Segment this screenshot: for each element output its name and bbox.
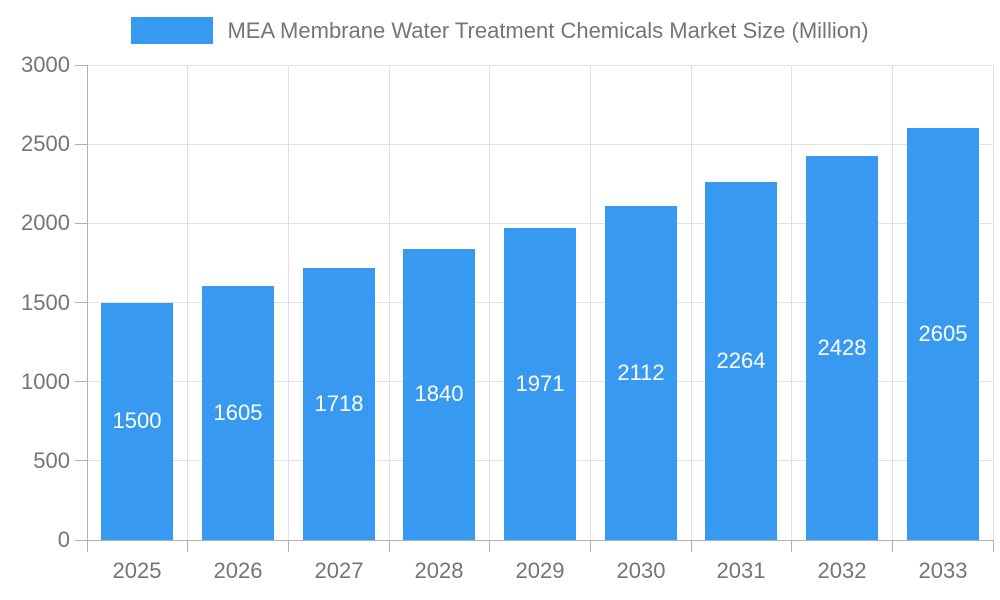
x-tick-label: 2025: [112, 558, 162, 583]
bar-value-label: 2605: [918, 321, 968, 346]
y-tick-label: 0: [57, 527, 70, 552]
x-tick: [86, 540, 88, 552]
bar-value-label: 2112: [617, 360, 665, 385]
bar[interactable]: [101, 302, 173, 540]
x-tick-label: 2026: [213, 558, 263, 583]
bar-value-label: 1971: [515, 371, 565, 396]
y-gridline: [87, 222, 993, 224]
y-tick-label: 1000: [21, 368, 70, 394]
x-gridline: [287, 65, 289, 540]
y-tick: [75, 222, 87, 224]
bar[interactable]: [202, 285, 274, 540]
bar[interactable]: [303, 267, 375, 540]
x-tick: [992, 540, 994, 552]
y-tick: [75, 64, 87, 66]
x-gridline: [690, 65, 692, 540]
bar[interactable]: [705, 181, 777, 540]
y-axis-line: [86, 65, 88, 540]
bar[interactable]: [907, 127, 979, 540]
y-gridline: [87, 143, 993, 145]
x-gridline: [791, 65, 793, 540]
x-tick: [891, 540, 893, 552]
y-gridline: [87, 64, 993, 66]
x-tick: [489, 540, 491, 552]
x-tick-label: 2031: [716, 558, 766, 583]
x-tick: [287, 540, 289, 552]
bar[interactable]: [403, 248, 475, 540]
x-gridline: [489, 65, 491, 540]
legend-swatch: [131, 17, 214, 44]
x-gridline: [388, 65, 390, 540]
y-tick: [75, 460, 87, 462]
x-tick: [791, 540, 793, 552]
bar-value-label: 1605: [213, 400, 263, 425]
bar[interactable]: [605, 205, 677, 540]
x-tick: [690, 540, 692, 552]
bar[interactable]: [504, 227, 576, 540]
y-tick-label: 3000: [21, 52, 70, 77]
x-tick-label: 2028: [414, 558, 464, 583]
x-tick-label: 2032: [817, 558, 867, 583]
x-gridline: [891, 65, 893, 540]
y-tick-label: 2000: [21, 210, 70, 236]
x-tick-label: 2029: [515, 558, 565, 583]
x-tick-label: 2030: [616, 558, 666, 583]
bar-value-label: 1718: [314, 391, 364, 416]
y-tick-label: 500: [33, 447, 70, 473]
y-tick-label: 2500: [21, 131, 70, 157]
y-tick: [75, 381, 87, 383]
y-tick: [75, 302, 87, 303]
x-tick-label: 2027: [314, 558, 364, 583]
x-gridline: [589, 65, 591, 540]
x-tick: [187, 540, 189, 552]
legend-label: MEA Membrane Water Treatment Chemicals M…: [227, 18, 869, 43]
x-gridline: [187, 65, 189, 540]
bar-value-label: 1500: [112, 408, 162, 433]
x-tick: [589, 540, 591, 552]
bar-value-label: 2264: [716, 348, 766, 373]
x-tick: [388, 540, 390, 552]
y-tick-label: 1500: [21, 289, 70, 315]
bar-value-label: 2428: [817, 335, 867, 360]
x-tick-label: 2033: [918, 558, 968, 583]
bar-value-label: 1840: [414, 381, 464, 406]
x-axis-line: [86, 540, 994, 541]
y-tick: [75, 539, 87, 541]
x-gridline: [992, 65, 994, 540]
bar[interactable]: [806, 155, 878, 540]
y-tick: [75, 143, 87, 145]
legend[interactable]: MEA Membrane Water Treatment Chemicals M…: [0, 17, 1000, 44]
